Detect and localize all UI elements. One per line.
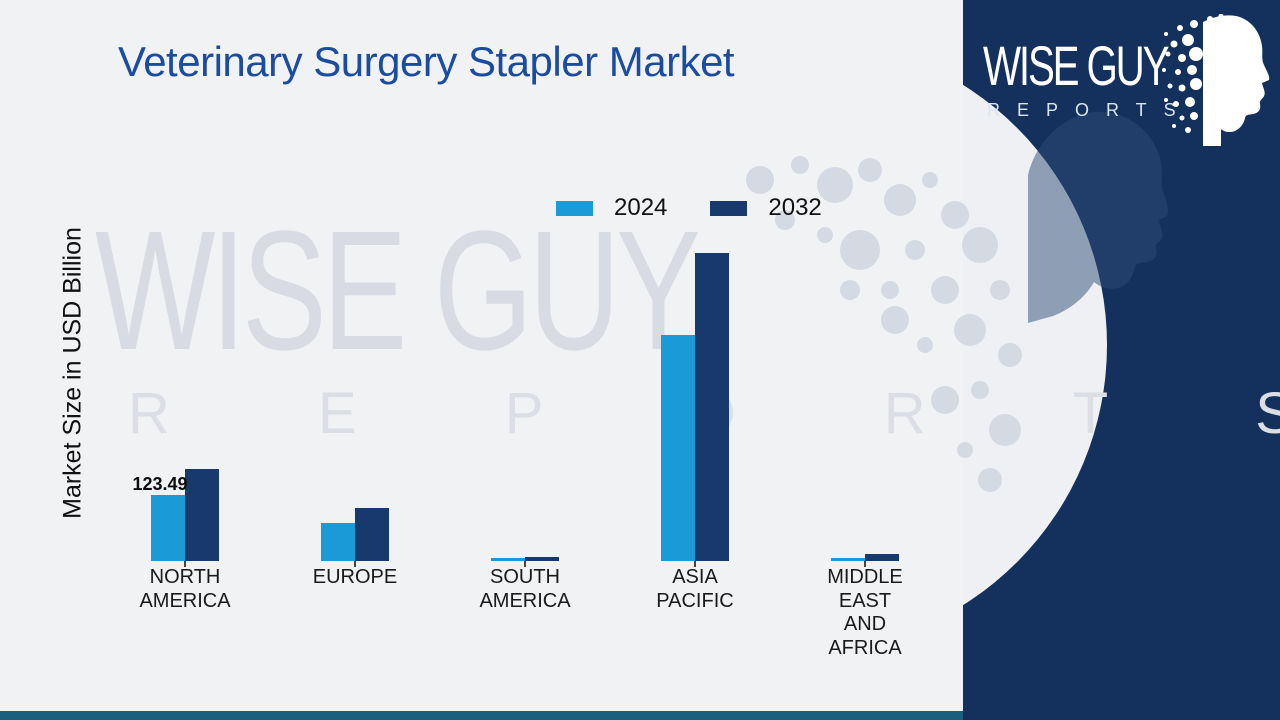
category-label-north-america: NORTH AMERICA (139, 566, 231, 612)
bar-2024-south-america (491, 558, 525, 561)
bar-2024-middle-east-and-africa (831, 558, 865, 561)
bar-2032-middle-east-and-africa (865, 554, 899, 561)
watermark-dots-face-icon (746, 156, 1022, 492)
brand-logo: WISE GUY REPORTS (983, 38, 1273, 121)
category-label-europe: EUROPE (312, 566, 398, 588)
axis-tick-south-america (524, 561, 526, 567)
axis-tick-europe (354, 561, 356, 567)
logo-wordmark: WISE GUY (983, 34, 1170, 97)
axis-tick-north-america (184, 561, 186, 567)
bar-2024-europe (321, 523, 355, 561)
axis-tick-middle-east-and-africa (864, 561, 866, 567)
bar-2032-south-america (525, 557, 559, 561)
legend-label-2032: 2032 (768, 194, 822, 221)
bar-2032-europe (355, 508, 389, 561)
legend-item-2024: 2024 (556, 194, 667, 222)
chart-plot: NORTH AMERICA EUROPE SOUTH AMERICA ASIA PAC… (132, 253, 903, 659)
value-label-north-america-2024: 123.49 (132, 474, 188, 494)
category-label-middle-east-and-africa: MIDDLE EAST AND AFRICA (827, 566, 903, 659)
face-profile-silhouette (1028, 111, 1168, 323)
bar-2024-asia-pacific (661, 335, 695, 561)
watermark-wordmark: WISE GUY (95, 196, 701, 386)
bottom-strip (0, 711, 963, 720)
legend-item-2032: 2032 (710, 194, 822, 222)
legend: 2024 2032 (556, 194, 822, 222)
legend-swatch-2032 (710, 200, 748, 216)
logo-subtext: REPORTS (987, 100, 1193, 120)
legend-swatch-2024 (556, 200, 593, 216)
logo-face-icon (1162, 14, 1270, 146)
category-label-asia-pacific: ASIA PACIFIC (656, 566, 734, 612)
legend-label-2024: 2024 (614, 194, 668, 221)
page-title: Veterinary Surgery Stapler Market (118, 38, 735, 85)
bar-2032-north-america (185, 469, 219, 561)
bar-2024-north-america (151, 495, 185, 561)
bar-2032-asia-pacific (695, 253, 729, 561)
axis-tick-asia-pacific (694, 561, 696, 567)
category-label-south-america: SOUTH AMERICA (479, 566, 571, 612)
